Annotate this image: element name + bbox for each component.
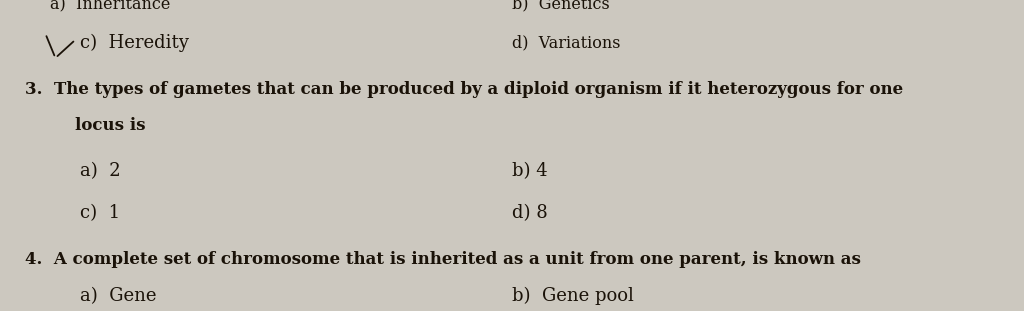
Text: locus is: locus is [76,117,146,134]
Text: c)  Heredity: c) Heredity [81,34,189,52]
Text: d)  Variations: d) Variations [512,35,621,52]
Text: a)  Gene: a) Gene [81,287,157,305]
Text: b)  Gene pool: b) Gene pool [512,287,634,305]
Text: 3.  The types of gametes that can be produced by a diploid organism if it hetero: 3. The types of gametes that can be prod… [26,81,903,98]
Text: b) 4: b) 4 [512,162,548,180]
Text: a)  2: a) 2 [81,162,121,180]
Text: b)  Genetics: b) Genetics [512,0,609,12]
Text: 4.  A complete set of chromosome that is inherited as a unit from one parent, is: 4. A complete set of chromosome that is … [26,251,861,268]
Text: c)  1: c) 1 [81,205,121,223]
Text: d) 8: d) 8 [512,205,548,223]
Text: a)  Inheritance: a) Inheritance [50,0,171,12]
